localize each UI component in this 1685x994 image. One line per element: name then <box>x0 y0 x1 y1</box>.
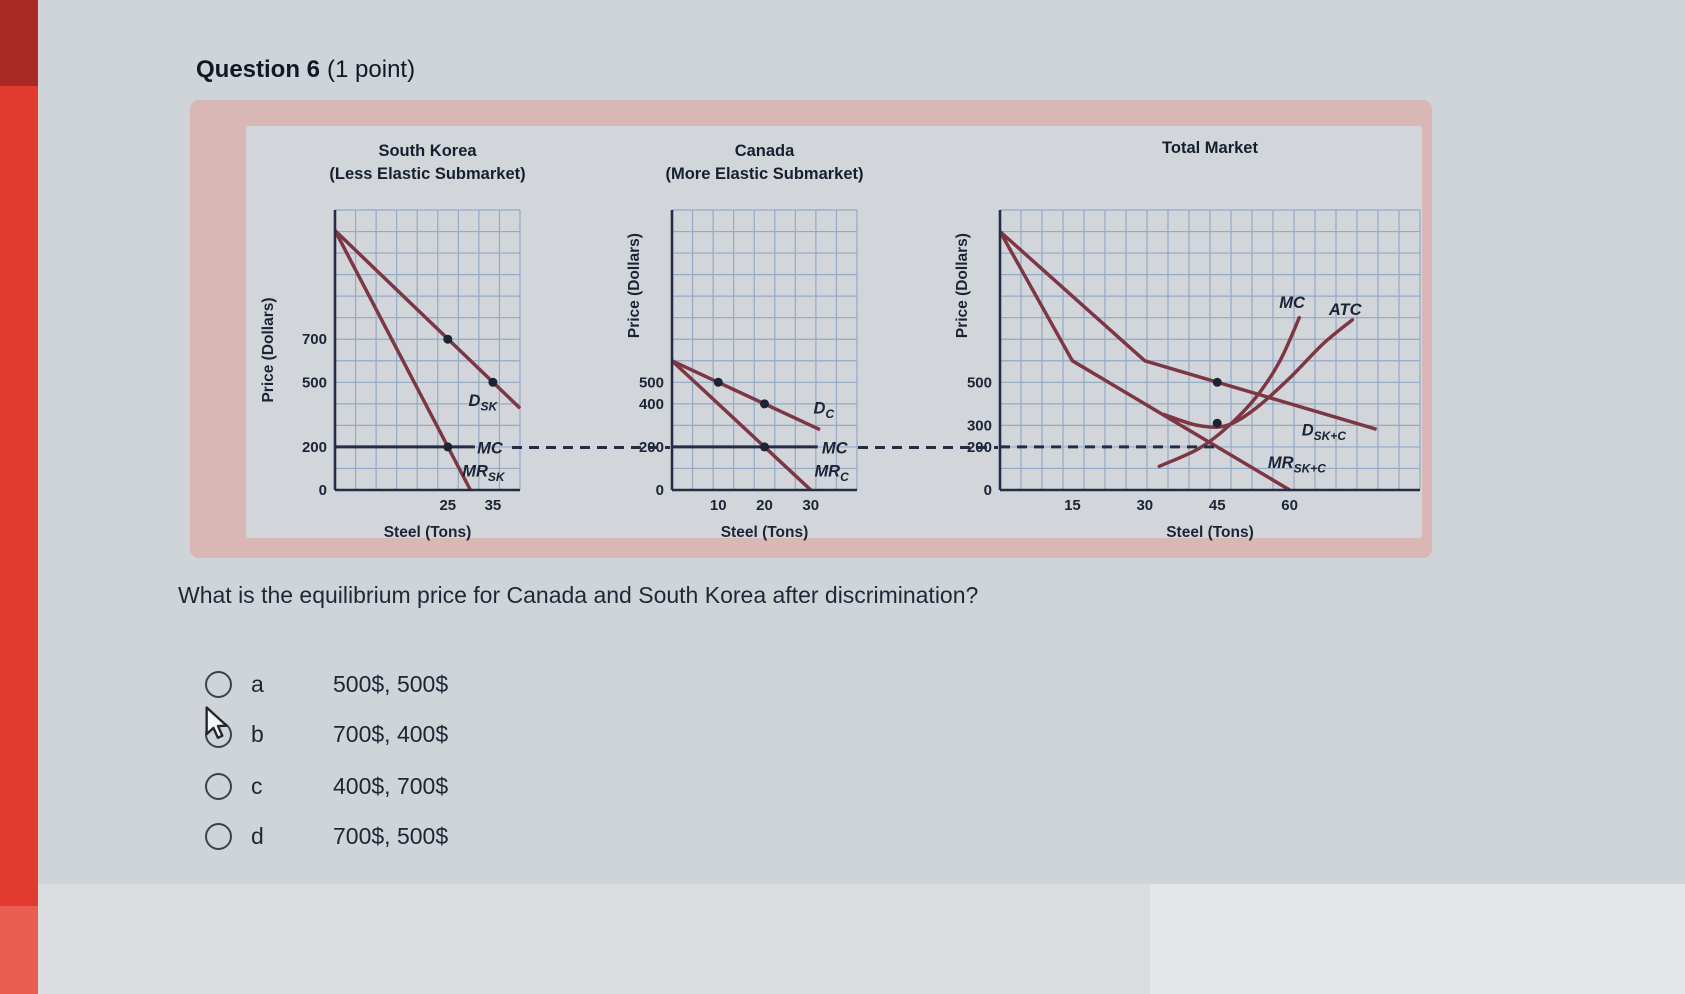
question-number: Question 6 <box>196 56 321 83</box>
svg-text:20: 20 <box>756 497 773 514</box>
left-accent-bar-top <box>0 0 38 86</box>
svg-text:Total Market: Total Market <box>1162 139 1258 157</box>
svg-text:60: 60 <box>1281 497 1298 514</box>
svg-text:10: 10 <box>710 497 727 514</box>
question-points: (1 point) <box>327 56 416 83</box>
dashed-connector-right <box>858 446 998 449</box>
left-accent-bar <box>0 86 38 906</box>
answer-option-d[interactable]: d 700$, 500$ <box>205 816 448 856</box>
svg-text:Steel (Tons): Steel (Tons) <box>1166 524 1254 541</box>
chart-canada: 5004002000102030Steel (Tons)Price (Dolla… <box>617 135 912 552</box>
svg-text:200: 200 <box>302 439 327 456</box>
svg-text:Steel (Tons): Steel (Tons) <box>384 524 472 541</box>
option-b-value: 700$, 400$ <box>333 720 449 747</box>
svg-text:MC: MC <box>477 439 504 457</box>
svg-text:Steel (Tons): Steel (Tons) <box>721 524 809 541</box>
svg-text:30: 30 <box>802 497 819 514</box>
question-text: What is the equilibrium price for Canada… <box>178 582 979 608</box>
option-c-value: 400$, 700$ <box>333 772 449 799</box>
svg-text:15: 15 <box>1064 497 1081 514</box>
svg-text:0: 0 <box>656 482 664 499</box>
svg-text:MC: MC <box>1279 294 1306 312</box>
svg-text:(More Elastic Submarket): (More Elastic Submarket) <box>665 165 863 183</box>
radio-a[interactable] <box>205 670 232 698</box>
svg-text:Price (Dollars): Price (Dollars) <box>954 233 971 338</box>
svg-text:45: 45 <box>1209 497 1226 514</box>
svg-text:300: 300 <box>967 417 992 434</box>
svg-text:MRSK+C: MRSK+C <box>1268 454 1326 476</box>
svg-text:DC: DC <box>814 400 835 422</box>
radio-d[interactable] <box>205 822 232 850</box>
svg-text:500: 500 <box>639 374 664 391</box>
svg-text:ATC: ATC <box>1328 301 1363 319</box>
svg-text:South Korea: South Korea <box>378 142 477 160</box>
chart-total-market: 500300200015304560Steel (Tons)Price (Dol… <box>945 135 1450 552</box>
question-header: Question 6 (1 point) <box>196 56 415 84</box>
svg-text:MRC: MRC <box>814 463 849 485</box>
svg-text:(Less Elastic Submarket): (Less Elastic Submarket) <box>329 165 525 183</box>
bottom-right-band <box>1150 884 1685 994</box>
svg-text:400: 400 <box>639 396 664 413</box>
svg-text:500: 500 <box>302 374 327 391</box>
option-a-letter: a <box>251 670 264 697</box>
option-d-letter: d <box>251 822 264 849</box>
option-a-value: 500$, 500$ <box>333 670 449 697</box>
svg-text:25: 25 <box>439 497 456 514</box>
svg-text:Canada: Canada <box>735 142 795 160</box>
option-b-letter: b <box>251 720 264 747</box>
svg-text:0: 0 <box>984 482 992 499</box>
chart-south-korea: 700 500 200 0 25 35 Steel (Tons) Price (Dollars… <box>250 135 575 552</box>
option-d-value: 700$, 500$ <box>333 822 449 849</box>
svg-text:500: 500 <box>967 374 992 391</box>
svg-text:Price (Dollars): Price (Dollars) <box>260 297 277 402</box>
svg-text:MC: MC <box>822 439 849 457</box>
option-c-letter: c <box>251 772 263 799</box>
answer-option-c[interactable]: c 400$, 700$ <box>205 766 448 806</box>
svg-text:0: 0 <box>319 482 327 499</box>
left-accent-bar-bottom <box>0 906 38 994</box>
svg-text:DSK: DSK <box>469 392 499 414</box>
cursor-icon <box>205 706 228 739</box>
dashed-connector-left <box>512 446 670 449</box>
radio-c[interactable] <box>205 772 232 800</box>
svg-text:30: 30 <box>1136 497 1153 514</box>
svg-text:Price (Dollars): Price (Dollars) <box>626 233 643 338</box>
svg-text:35: 35 <box>485 497 502 514</box>
answer-option-b[interactable]: b 700$, 400$ <box>205 714 448 754</box>
answer-option-a[interactable]: a 500$, 500$ <box>205 664 448 704</box>
svg-text:700: 700 <box>302 331 327 348</box>
